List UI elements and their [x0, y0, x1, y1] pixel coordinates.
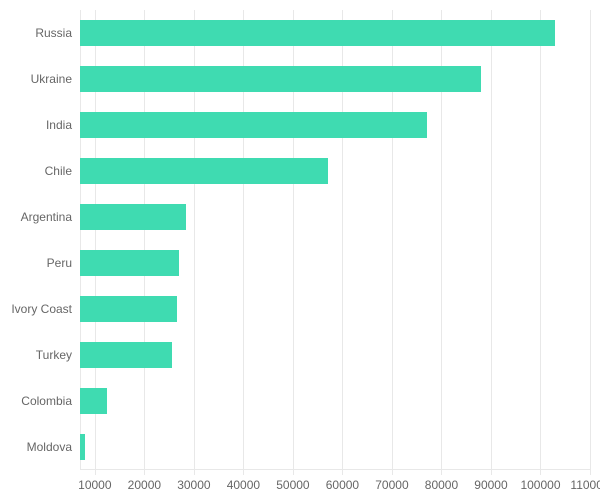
y-axis-label: Chile [45, 164, 72, 178]
bar [80, 204, 186, 231]
y-axis-label: Colombia [21, 394, 72, 408]
y-axis-label: Argentina [21, 210, 72, 224]
x-tick [144, 470, 145, 475]
bar [80, 296, 177, 323]
x-tick [540, 470, 541, 475]
x-tick [293, 470, 294, 475]
x-axis-label: 100000 [520, 478, 560, 492]
bar [80, 342, 172, 369]
gridline [540, 10, 541, 470]
x-tick [590, 470, 591, 475]
x-axis-label: 110000 [570, 478, 600, 492]
y-axis-label: Ivory Coast [11, 302, 72, 316]
x-axis-label: 30000 [177, 478, 210, 492]
x-axis-label: 40000 [227, 478, 260, 492]
y-axis-label: Ukraine [31, 72, 72, 86]
y-axis-label: Moldova [27, 440, 72, 454]
x-tick [441, 470, 442, 475]
y-axis-label: Russia [35, 26, 72, 40]
bar [80, 434, 85, 461]
x-axis-label: 50000 [276, 478, 309, 492]
x-tick [95, 470, 96, 475]
y-axis-label: Turkey [36, 348, 72, 362]
x-tick [342, 470, 343, 475]
bar [80, 158, 328, 185]
x-tick [243, 470, 244, 475]
bar [80, 66, 481, 93]
x-axis-label: 60000 [326, 478, 359, 492]
x-tick [491, 470, 492, 475]
x-axis-label: 70000 [375, 478, 408, 492]
x-tick [194, 470, 195, 475]
x-axis-label: 20000 [128, 478, 161, 492]
y-axis-label: India [46, 118, 72, 132]
bar [80, 20, 555, 47]
bar [80, 388, 107, 415]
x-tick [392, 470, 393, 475]
x-axis-label: 90000 [474, 478, 507, 492]
bar [80, 250, 179, 277]
bar [80, 112, 427, 139]
x-axis-label: 80000 [425, 478, 458, 492]
y-axis-label: Peru [47, 256, 72, 270]
gridline [491, 10, 492, 470]
gridline [590, 10, 591, 470]
bar-chart: 10000 20000 30000 40000 50000 60000 70000 80000… [0, 0, 600, 500]
x-axis-label: 10000 [78, 478, 111, 492]
